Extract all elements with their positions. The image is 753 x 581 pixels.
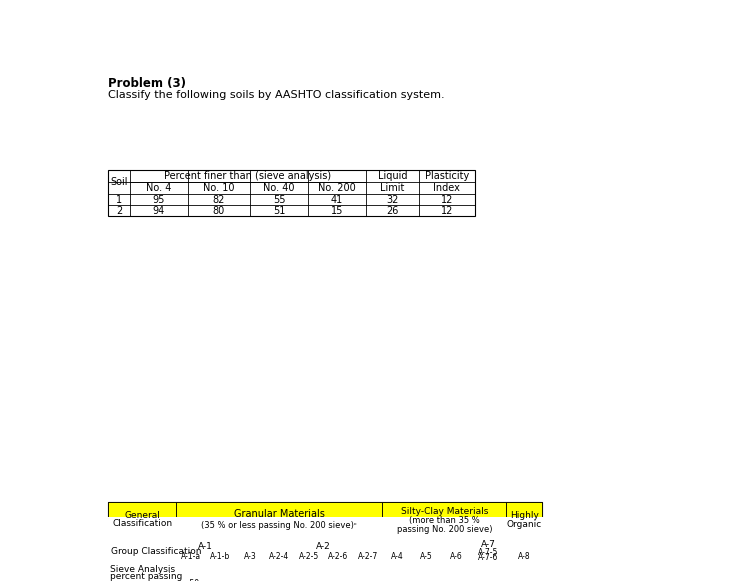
Bar	[383, 503, 507, 539]
Text: 82: 82	[212, 195, 225, 205]
Text: No. 200: No. 200	[319, 183, 356, 193]
Text: (35 % or less passing No. 200 sieve)ᶜ: (35 % or less passing No. 200 sieve)ᶜ	[201, 521, 357, 530]
Bar	[176, 564, 206, 581]
Text: Sieve Analysis: Sieve Analysis	[111, 565, 175, 574]
Text: percent passing: percent passing	[111, 572, 183, 581]
Text: passing No. 200 sieve): passing No. 200 sieve)	[397, 525, 492, 533]
Text: 41: 41	[331, 195, 343, 205]
Bar	[108, 539, 176, 564]
Bar	[441, 539, 471, 564]
Text: (more than 35 %: (more than 35 %	[409, 517, 480, 525]
Text: Organic: Organic	[507, 520, 542, 529]
Bar	[108, 503, 176, 539]
Text: 55: 55	[273, 195, 285, 205]
Bar	[412, 564, 441, 581]
Text: 51: 51	[273, 206, 285, 216]
Bar	[108, 564, 176, 581]
Text: A-2-6: A-2-6	[328, 552, 349, 561]
Text: Soil: Soil	[110, 177, 128, 187]
Text: Silty-Clay Materials: Silty-Clay Materials	[401, 507, 488, 516]
Text: 12: 12	[441, 195, 453, 205]
Text: A-6: A-6	[450, 552, 462, 561]
Bar	[294, 564, 324, 581]
Text: 12: 12	[441, 206, 453, 216]
Text: A-4: A-4	[391, 552, 404, 561]
Text: A-7-5: A-7-5	[478, 548, 498, 558]
Text: Plasticity
Index: Plasticity Index	[425, 171, 469, 193]
Bar	[324, 564, 353, 581]
Text: A-1-b: A-1-b	[210, 552, 230, 561]
Text: Granular Materials: Granular Materials	[234, 510, 325, 519]
Bar	[235, 539, 264, 564]
Text: Highly: Highly	[510, 511, 538, 520]
Bar	[507, 564, 542, 581]
Text: General: General	[124, 511, 160, 520]
Text: 26: 26	[386, 206, 398, 216]
Bar	[383, 539, 412, 564]
Text: 1: 1	[116, 195, 122, 205]
Text: Group Classification: Group Classification	[111, 547, 202, 556]
Text: A-7-6: A-7-6	[478, 553, 498, 562]
Bar	[471, 539, 507, 564]
Text: A-7: A-7	[481, 540, 496, 550]
Text: Classify the following soils by AASHTO classification system.: Classify the following soils by AASHTO c…	[108, 89, 445, 100]
Text: A-1-a: A-1-a	[181, 552, 201, 561]
Text: ≤50: ≤50	[183, 579, 199, 581]
Bar	[108, 170, 474, 216]
Bar	[108, 503, 542, 581]
Bar	[264, 564, 294, 581]
Text: A-1: A-1	[198, 542, 213, 551]
Text: A-5: A-5	[420, 552, 433, 561]
Text: A-2-5: A-2-5	[299, 552, 319, 561]
Bar	[176, 503, 383, 539]
Bar	[412, 539, 441, 564]
Text: Classification: Classification	[112, 519, 172, 528]
Text: A-3: A-3	[243, 552, 256, 561]
Text: 32: 32	[386, 195, 398, 205]
Bar	[264, 539, 383, 564]
Text: No. 4: No. 4	[146, 183, 172, 193]
Text: Problem (3): Problem (3)	[108, 77, 186, 91]
Text: 80: 80	[213, 206, 225, 216]
Bar	[176, 539, 235, 564]
Text: Liquid
Limit: Liquid Limit	[378, 171, 407, 193]
Bar	[441, 564, 471, 581]
Bar	[383, 564, 412, 581]
Text: 15: 15	[331, 206, 343, 216]
Text: 2: 2	[116, 206, 122, 216]
Bar	[235, 564, 264, 581]
Bar	[507, 503, 542, 539]
Bar	[471, 564, 507, 581]
Text: Percent finer than (sieve analysis): Percent finer than (sieve analysis)	[164, 171, 331, 181]
Text: No. 40: No. 40	[264, 183, 294, 193]
Bar	[206, 564, 235, 581]
Text: A-2: A-2	[316, 542, 331, 551]
Text: No. 10: No. 10	[203, 183, 235, 193]
Text: 94: 94	[153, 206, 165, 216]
Text: A-2-4: A-2-4	[270, 552, 289, 561]
Text: 95: 95	[153, 195, 165, 205]
Text: A-8: A-8	[518, 552, 531, 561]
Bar	[353, 564, 383, 581]
Bar	[507, 539, 542, 564]
Text: A-2-7: A-2-7	[358, 552, 378, 561]
